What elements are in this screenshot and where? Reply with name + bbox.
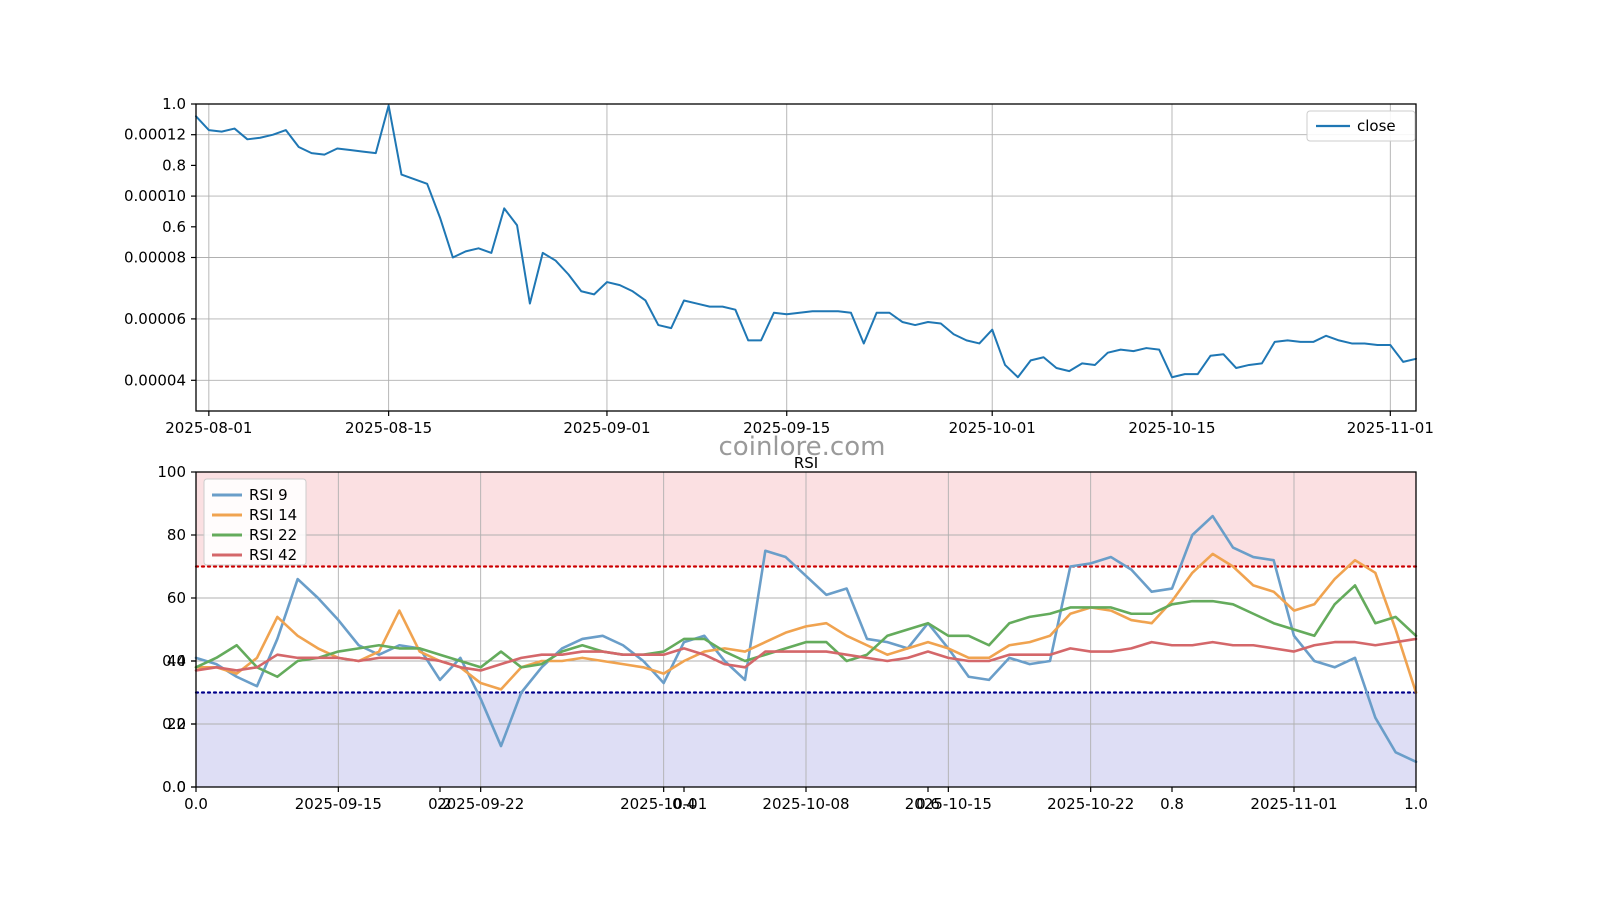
rsi-line-rsi-9: [194, 514, 1418, 764]
price-y-tick-label: 0.00006: [124, 310, 186, 328]
rsi-y-tick-label: 100: [157, 463, 186, 481]
price-legend[interactable]: close: [1306, 110, 1416, 142]
price-series-group: [195, 104, 1417, 379]
rsi-legend-item-rsi-14[interactable]: RSI 14: [249, 506, 297, 524]
rsi-panel-title: RSI: [794, 454, 818, 472]
rsi-x-tick-label: 2025-11-01: [1250, 795, 1337, 813]
rsi-y-tick-label-secondary: 0.0: [162, 778, 186, 796]
price-y-tick-label-secondary: 0.8: [162, 156, 186, 174]
rsi-x-tick-label: 2025-10-01: [620, 795, 707, 813]
price-x-tick-label: 2025-10-01: [949, 419, 1036, 437]
rsi-legend-item-rsi-42[interactable]: RSI 42: [249, 546, 297, 564]
rsi-x-tick-label-secondary: 0.2: [428, 795, 452, 813]
rsi-y-tick-label: 0: [176, 778, 186, 796]
rsi-threshold-lines: [194, 565, 1418, 694]
rsi-x-tick-label-secondary: 0.8: [1160, 795, 1184, 813]
price-line-close: [195, 104, 1417, 379]
price-y-tick-label: 0.00008: [124, 249, 186, 267]
price-y-tick-label: 0.00010: [124, 187, 186, 205]
rsi-x-tick-label-secondary: 0.0: [184, 795, 208, 813]
price-chart-panel: 0.00012 0.00010 0.00008 0.00006 0.00004 1.0 0…: [124, 95, 1434, 437]
rsi-y-tick-label-secondary: 0.2: [162, 715, 186, 733]
price-y-tick-label-secondary: 1.0: [162, 95, 186, 113]
rsi-x-tick-label: 2025-10-15: [905, 795, 992, 813]
rsi-line-rsi-14: [194, 552, 1418, 694]
rsi-legend[interactable]: RSI 9 RSI 14 RSI 22 RSI 42: [203, 478, 307, 566]
rsi-y-tick-label: 80: [167, 526, 186, 544]
price-x-tick-label: 2025-08-01: [165, 419, 252, 437]
rsi-y-tick-labels-secondary: 0.4 0.2 0.0: [162, 652, 196, 796]
coinlore-watermark: coinlore.com: [719, 432, 886, 462]
rsi-legend-item-rsi-22[interactable]: RSI 22: [249, 526, 297, 544]
rsi-y-tick-label-secondary: 0.4: [162, 652, 186, 670]
rsi-x-tick-labels: 2025-09-15 2025-09-22 2025-10-01 2025-10-08…: [295, 787, 1338, 813]
price-y-tick-label: 0.00004: [124, 371, 186, 389]
rsi-x-tick-label: 2025-10-08: [762, 795, 849, 813]
price-x-tick-label: 2025-09-01: [563, 419, 650, 437]
rsi-y-tick-labels: 100 80 60 40 20 0: [157, 463, 196, 796]
rsi-x-tick-labels-secondary: 0.0 0.2 0.4 0.6 0.8 1.0: [184, 787, 1428, 813]
rsi-x-tick-label: 2025-09-22: [437, 795, 524, 813]
price-x-tick-label: 2025-11-01: [1347, 419, 1434, 437]
price-x-tick-label: 2025-08-15: [345, 419, 432, 437]
rsi-line-rsi-42: [194, 637, 1418, 672]
price-x-tick-label: 2025-09-15: [743, 419, 830, 437]
rsi-y-tick-label: 20: [167, 715, 186, 733]
rsi-x-tick-label-secondary: 0.4: [672, 795, 696, 813]
price-y-tick-label-secondary: 0.6: [162, 218, 186, 236]
price-y-tick-labels-secondary: 1.0 0.8 0.6: [162, 95, 196, 236]
price-legend-item-close[interactable]: close: [1357, 117, 1396, 135]
price-gridlines: [196, 104, 1416, 411]
price-x-tick-labels: 2025-08-01 2025-08-15 2025-09-01 2025-09-15…: [165, 411, 1434, 437]
price-x-tick-label: 2025-10-15: [1128, 419, 1215, 437]
rsi-line-rsi-22: [194, 584, 1418, 679]
rsi-legend-item-rsi-9[interactable]: RSI 9: [249, 486, 288, 504]
price-y-tick-labels: 0.00012 0.00010 0.00008 0.00006 0.00004: [124, 126, 196, 389]
rsi-x-tick-label: 2025-10-22: [1047, 795, 1134, 813]
rsi-y-tick-label: 40: [167, 652, 186, 670]
price-y-tick-label: 0.00012: [124, 126, 186, 144]
rsi-x-tick-label-secondary: 0.6: [916, 795, 940, 813]
rsi-series-group: [194, 514, 1418, 764]
rsi-x-tick-label: 2025-09-15: [295, 795, 382, 813]
rsi-x-tick-label-secondary: 1.0: [1404, 795, 1428, 813]
rsi-y-tick-label: 60: [167, 589, 186, 607]
